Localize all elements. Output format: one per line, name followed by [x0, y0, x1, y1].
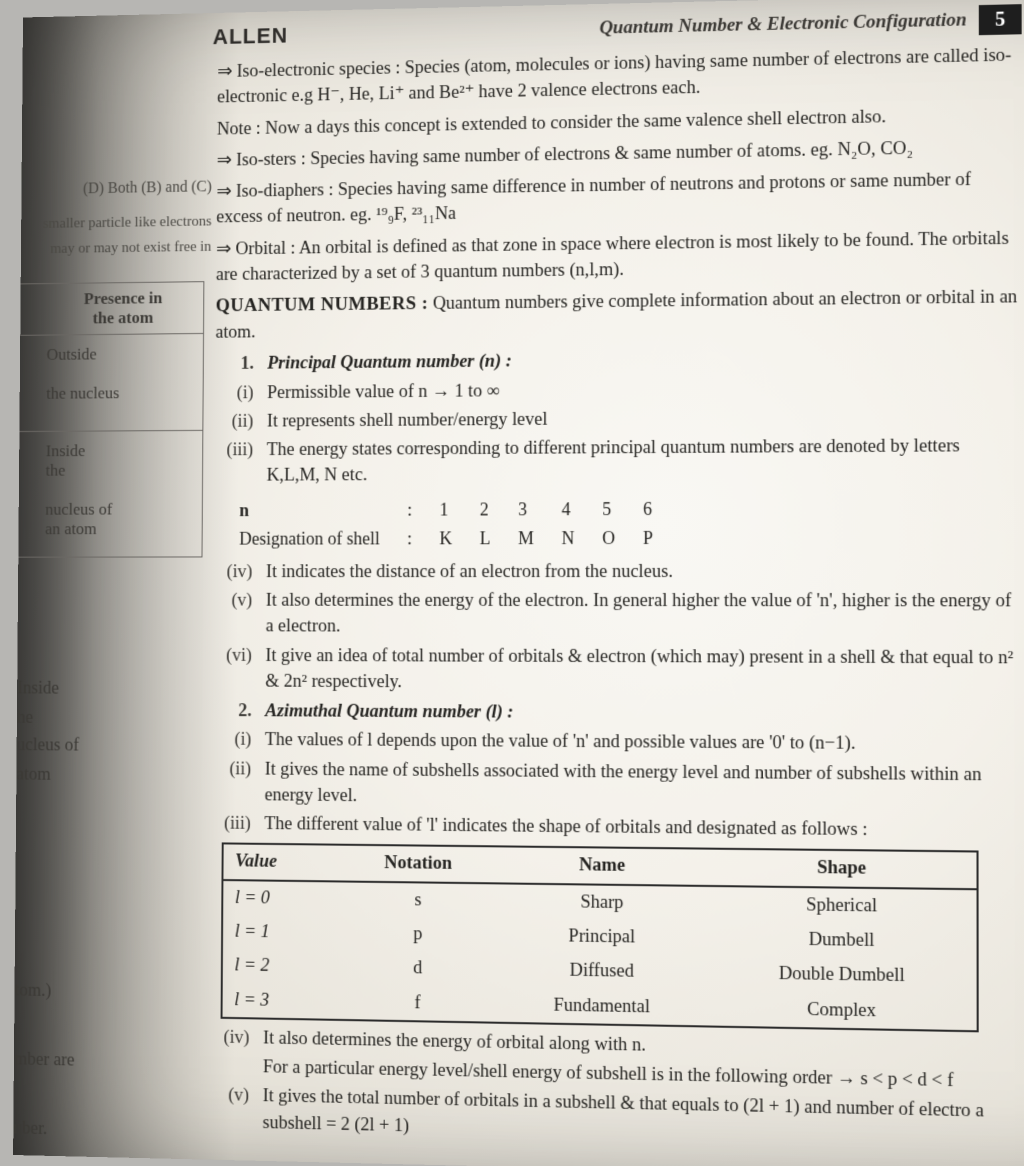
left-fragment-mberare: mber are: [14, 1049, 75, 1071]
azimuthal-section: 2.Azimuthal Quantum number (l) : (i)The …: [210, 698, 1021, 1153]
left-fragment-inside: Inside: [17, 678, 59, 699]
azimuthal-i: The values of l depends upon the value o…: [265, 727, 1021, 758]
presence-header-1: Presence in: [84, 288, 163, 307]
left-fragment-option-d: (D) Both (B) and (C): [21, 178, 217, 199]
left-fragment-atom: atom: [16, 764, 50, 785]
def-iso-sters: Iso-sters : Species having same number o…: [236, 139, 913, 171]
quantum-numbers-heading: QUANTUM NUMBERS :: [216, 293, 429, 316]
definitions-block: ⇒ Iso-electronic species : Species (atom…: [215, 42, 1020, 346]
azimuthal-v: It gives the total number of orbitals in…: [262, 1084, 1021, 1154]
principal-iv: It indicates the distance of an electron…: [266, 558, 1020, 585]
principal-i: Permissible value of n → 1 to ∞: [267, 374, 1020, 406]
principal-v: It also determines the energy of the ele…: [266, 588, 1021, 642]
presence-cell-1b: the nucleus: [46, 384, 119, 403]
left-fragment-ucleus: ucleus of: [17, 734, 79, 755]
principal-iii: The energy states corresponding to diffe…: [267, 433, 1021, 489]
page: ALLEN Quantum Number & Electronic Config…: [13, 0, 1024, 1166]
left-fragment-line-2: may or may not exist free in: [21, 239, 217, 258]
left-table-presence: Presence in the atom Outside the nucleus…: [18, 281, 204, 557]
def-iso-diaphers: Iso-diaphers : Species having same diffe…: [216, 170, 971, 228]
shell-designation-table: n: 1 2 3 4 5 6 Designation of shell: K L…: [237, 494, 681, 556]
left-fragment-line-1: smaller particle like electrons: [21, 214, 217, 233]
presence-cell-2b: the: [46, 461, 66, 480]
principal-ii: It represents shell number/energy level: [267, 403, 1020, 434]
azimuthal-title: Azimuthal Quantum number (l) :: [265, 699, 1021, 729]
azimuthal-iii: The different value of 'l' indicates the…: [264, 811, 1020, 845]
left-fragment-nber: nber.: [13, 1118, 47, 1139]
def-iso-electronic: Iso-electronic species : Species (atom, …: [217, 46, 1011, 108]
page-number-badge: 5: [979, 4, 1022, 35]
chapter-title: Quantum Number & Electronic Configuratio…: [599, 9, 966, 39]
left-fragment-tom: tom.): [14, 980, 51, 1001]
azimuthal-ii: It gives the name of subshells associate…: [265, 756, 1021, 815]
main-content: ⇒ Iso-electronic species : Species (atom…: [210, 40, 1021, 1156]
brand-logo: ALLEN: [213, 23, 288, 50]
presence-cell-2a: Inside: [46, 441, 86, 460]
left-fragment-he: he: [17, 707, 33, 728]
presence-cell-2c: nucleus of: [45, 500, 112, 519]
presence-header-2: the atom: [92, 308, 153, 327]
principal-section: 1.Principal Quantum number (n) : (i)Perm…: [213, 344, 1020, 698]
def-orbital: Orbital : An orbital is defined as that …: [216, 228, 1009, 284]
principal-vi: It give an idea of total number of orbit…: [265, 643, 1020, 698]
principal-title: Principal Quantum number (n) :: [267, 344, 1020, 377]
presence-cell-1a: Outside: [46, 345, 96, 364]
orbital-shape-table: Value Notation Name Shape l = 0 s Sharp …: [221, 843, 979, 1032]
presence-cell-2d: an atom: [45, 519, 97, 538]
